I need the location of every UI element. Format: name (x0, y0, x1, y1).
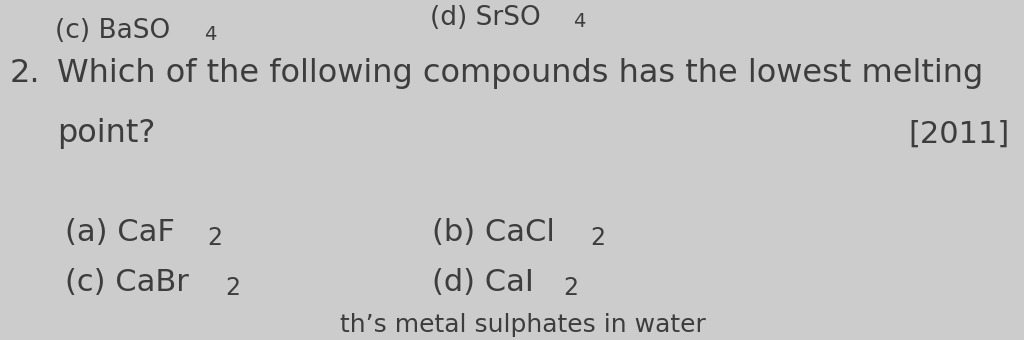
Text: 2: 2 (207, 226, 222, 250)
Text: [2011]: [2011] (908, 120, 1010, 149)
Text: 4: 4 (204, 25, 216, 44)
Text: (d) CaI: (d) CaI (432, 268, 534, 297)
Text: 2.: 2. (10, 58, 41, 89)
Text: (d) SrSO: (d) SrSO (430, 5, 541, 31)
Text: point?: point? (57, 118, 156, 149)
Text: (c) CaBr: (c) CaBr (65, 268, 188, 297)
Text: (b) CaCl: (b) CaCl (432, 218, 555, 247)
Text: 2: 2 (225, 276, 240, 300)
Text: Which of the following compounds has the lowest melting: Which of the following compounds has the… (57, 58, 983, 89)
Text: 4: 4 (572, 12, 586, 31)
Text: 2: 2 (591, 226, 605, 250)
Text: th’s metal sulphates in water: th’s metal sulphates in water (340, 313, 706, 337)
Text: (a) CaF: (a) CaF (65, 218, 175, 247)
Text: 2: 2 (563, 276, 579, 300)
Text: (c) BaSO: (c) BaSO (55, 18, 170, 44)
